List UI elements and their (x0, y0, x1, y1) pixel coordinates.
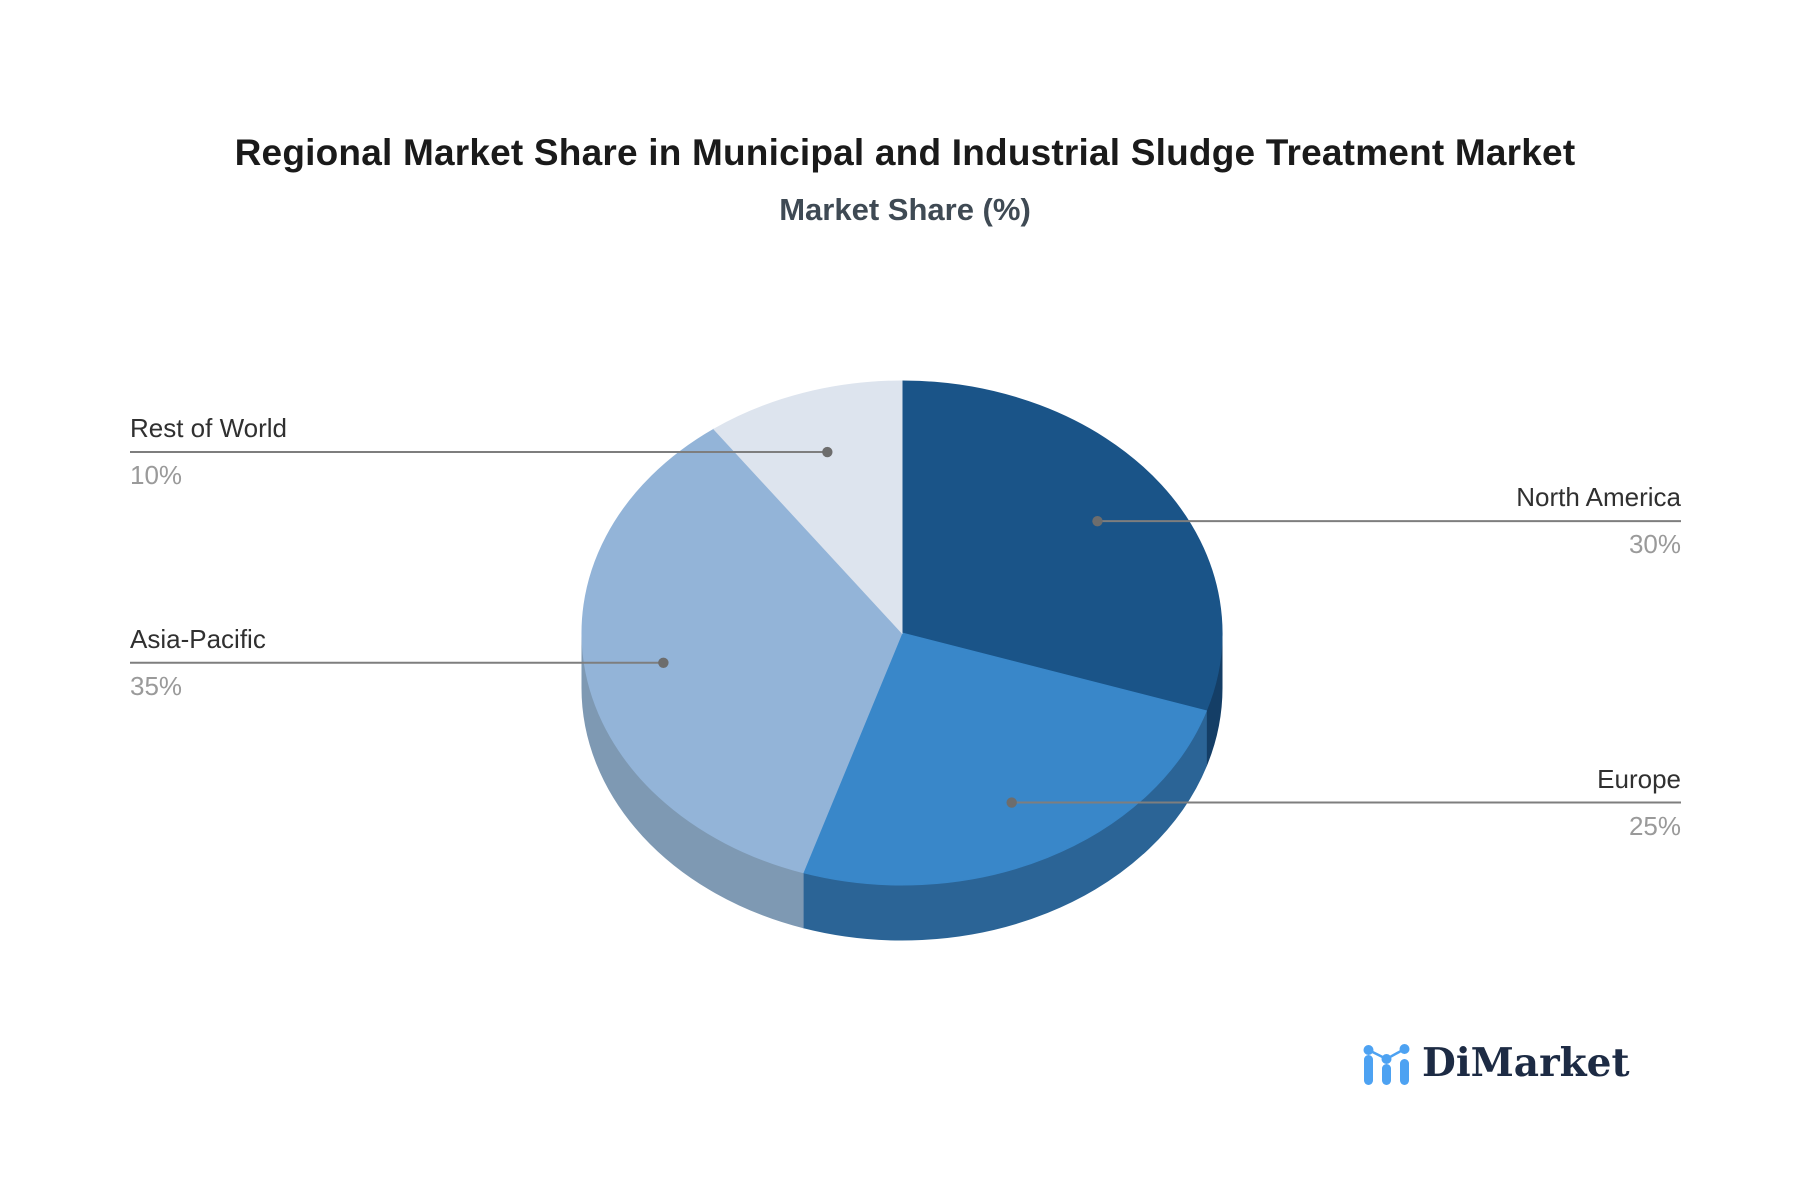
brand-logo: DiMarket (1360, 1040, 1629, 1088)
pie-slice-north-america[interactable] (901, 380, 1223, 712)
slice-pct-north-america: 30% (1628, 529, 1681, 560)
pie-slice-europe[interactable] (802, 632, 1208, 886)
connector-dot-europe (1006, 797, 1017, 808)
bar-line-chart-icon (1363, 1044, 1410, 1085)
connector-dot-rest-of-world (822, 446, 833, 458)
pie-slice-rest-of-world[interactable] (713, 380, 903, 635)
slice-pct-europe: 25% (1628, 810, 1681, 841)
connector-dot-north-america (1092, 515, 1103, 527)
chart-title: Regional Market Share in Municipal and I… (234, 132, 1576, 173)
slice-label-north-america: North America (1516, 482, 1681, 513)
chart-subtitle: Market Share (%) (779, 192, 1031, 227)
slice-pct-rest-of-world: 10% (130, 460, 183, 491)
slice-label-europe: Europe (1597, 763, 1681, 794)
brand-name: DiMarket (1422, 1040, 1630, 1086)
pie-slice-asia-pacific[interactable] (581, 428, 903, 874)
slice-label-rest-of-world: Rest of World (130, 413, 288, 444)
connector-dot-asia-pacific (658, 657, 669, 668)
slice-label-asia-pacific: Asia-Pacific (130, 623, 266, 654)
slice-pct-asia-pacific: 35% (130, 670, 183, 701)
